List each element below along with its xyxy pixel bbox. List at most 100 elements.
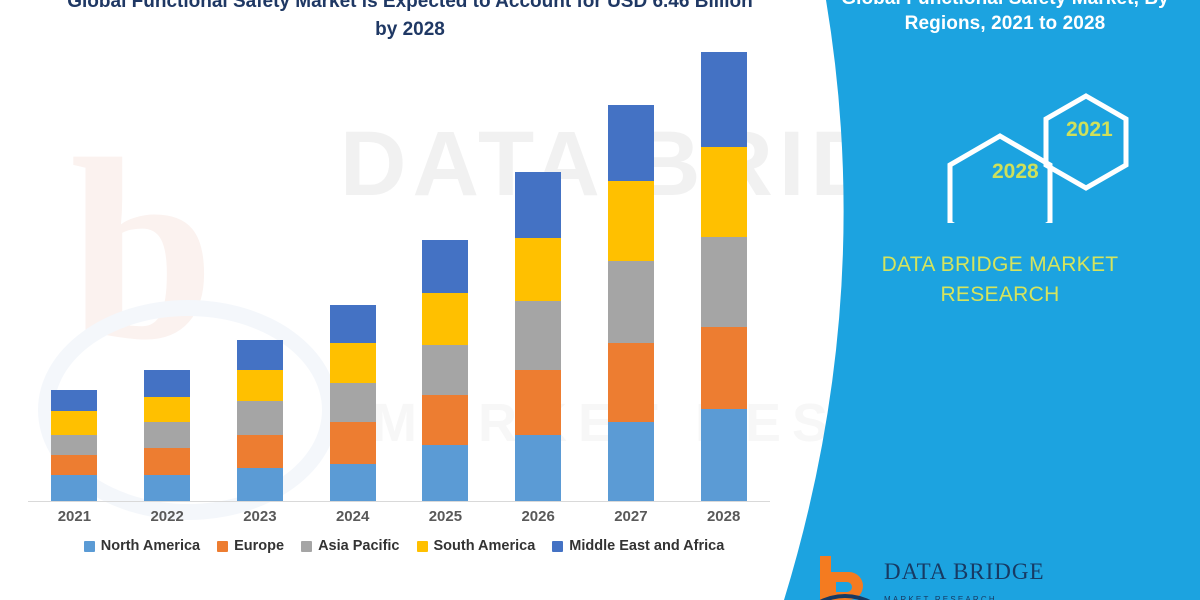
legend-item[interactable]: Europe	[217, 538, 284, 554]
bar-slot	[121, 40, 214, 501]
legend-swatch	[416, 540, 428, 552]
stacked-bar[interactable]	[144, 370, 191, 501]
bar-segment[interactable]	[607, 342, 654, 422]
x-axis-tick: 2025	[428, 508, 463, 525]
bar-segment[interactable]	[515, 237, 562, 302]
brand-name-line1: DATA BRIDGE MARKET	[881, 253, 1119, 276]
legend-label: Europe	[234, 538, 285, 554]
legend-swatch	[301, 540, 313, 552]
stacked-bar[interactable]	[422, 239, 469, 501]
bar-segment[interactable]	[422, 239, 469, 293]
stacked-bar[interactable]	[236, 339, 283, 501]
bar-segment[interactable]	[700, 326, 747, 409]
bar-segment[interactable]	[51, 474, 98, 501]
bar-group	[28, 40, 770, 501]
x-axis-labels: 2021 2022 2023 2024 2025 2026 2027 2028	[28, 508, 770, 525]
hexagon-2028-label: 2028	[992, 160, 1039, 183]
x-axis-tick: 2024	[335, 508, 370, 525]
bar-segment[interactable]	[515, 369, 562, 436]
bar-segment[interactable]	[236, 339, 283, 370]
bar-slot	[214, 40, 307, 501]
bar-segment[interactable]	[515, 301, 562, 370]
bar-segment[interactable]	[236, 401, 283, 436]
bar-segment[interactable]	[144, 396, 191, 422]
bar-segment[interactable]	[422, 345, 469, 396]
footer-logo: DATA BRIDGE MARKET RESEARCH	[816, 552, 1045, 600]
chart-panel: b DATA BRIDGE MARKET RESEARCH Global Fun…	[28, 0, 1022, 554]
panel-shape	[784, 0, 1200, 600]
plot-area	[28, 40, 770, 502]
legend-item[interactable]: Middle East and Africa	[552, 538, 724, 554]
brand-name: DATA BRIDGE MARKET RESEARCH	[810, 250, 1190, 310]
legend-item[interactable]: South America	[416, 538, 536, 554]
axis-baseline	[28, 501, 770, 502]
bar-slot	[28, 40, 121, 501]
bar-segment[interactable]	[144, 474, 191, 501]
legend-label: Asia Pacific	[318, 538, 400, 554]
bar-segment[interactable]	[236, 435, 283, 469]
footer-logo-name: DATA BRIDGE	[884, 559, 1045, 584]
hexagon-2021	[1043, 93, 1129, 191]
bar-segment[interactable]	[51, 390, 98, 412]
bar-segment[interactable]	[700, 147, 747, 237]
legend-label: Middle East and Africa	[569, 538, 725, 554]
stacked-bar[interactable]	[515, 172, 562, 501]
legend-item[interactable]: North America	[83, 538, 201, 554]
bar-segment[interactable]	[607, 421, 654, 501]
bar-segment[interactable]	[144, 370, 191, 397]
bar-segment[interactable]	[700, 408, 747, 501]
hexagon-badges: 2021 2028	[880, 88, 1180, 255]
x-axis-tick: 2027	[614, 508, 648, 525]
bar-segment[interactable]	[422, 395, 469, 446]
legend-swatch	[552, 540, 564, 552]
hexagon-2021-label: 2021	[1066, 118, 1113, 141]
legend-item[interactable]: Asia Pacific	[301, 538, 400, 554]
hexagon-outlines	[947, 93, 1129, 255]
brand-name-line2: RESEARCH	[940, 283, 1060, 306]
bar-segment[interactable]	[329, 304, 376, 344]
brand-panel-content: Global Functional Safety Market, By Regi…	[780, 0, 1200, 600]
bar-segment[interactable]	[422, 445, 469, 501]
footer-logo-tagline: MARKET RESEARCH	[884, 595, 997, 600]
bar-slot	[399, 40, 492, 501]
bar-segment[interactable]	[700, 52, 747, 148]
bar-segment[interactable]	[700, 236, 747, 327]
stacked-bar[interactable]	[329, 304, 376, 501]
x-axis-tick: 2026	[521, 508, 555, 525]
bar-segment[interactable]	[144, 421, 191, 449]
bar-segment[interactable]	[51, 411, 98, 435]
bar-segment[interactable]	[607, 260, 654, 343]
bridge-logo-icon	[819, 556, 871, 600]
bar-slot	[492, 40, 585, 501]
bar-segment[interactable]	[329, 382, 376, 422]
legend-swatch	[83, 540, 95, 552]
bar-segment[interactable]	[236, 468, 283, 501]
bar-segment[interactable]	[422, 292, 469, 346]
legend-label: South America	[433, 538, 536, 554]
x-axis-tick: 2021	[57, 508, 92, 525]
bar-segment[interactable]	[51, 434, 98, 455]
chart-legend: North America Europe Asia Pacific South Ame…	[28, 538, 780, 554]
bar-segment[interactable]	[607, 104, 654, 182]
bar-segment[interactable]	[515, 435, 562, 501]
bar-segment[interactable]	[607, 181, 654, 261]
bar-segment[interactable]	[329, 421, 376, 464]
panel-title: Global Functional Safety Market, By Regi…	[841, 0, 1169, 34]
brand-panel	[780, 0, 1200, 600]
bar-segment[interactable]	[144, 448, 191, 475]
stacked-bar[interactable]	[607, 104, 654, 501]
bar-segment[interactable]	[329, 463, 376, 501]
stacked-bar[interactable]	[700, 52, 747, 501]
bar-segment[interactable]	[236, 369, 283, 402]
stacked-bar[interactable]	[51, 390, 98, 501]
bar-segment[interactable]	[515, 172, 562, 238]
bar-segment[interactable]	[51, 454, 98, 475]
x-axis-tick: 2023	[243, 508, 277, 525]
bar-segment[interactable]	[329, 343, 376, 383]
bar-slot	[585, 40, 678, 501]
legend-label: North America	[100, 538, 201, 554]
legend-swatch	[217, 540, 229, 552]
x-axis-tick: 2028	[706, 508, 741, 525]
bar-slot	[677, 40, 770, 501]
